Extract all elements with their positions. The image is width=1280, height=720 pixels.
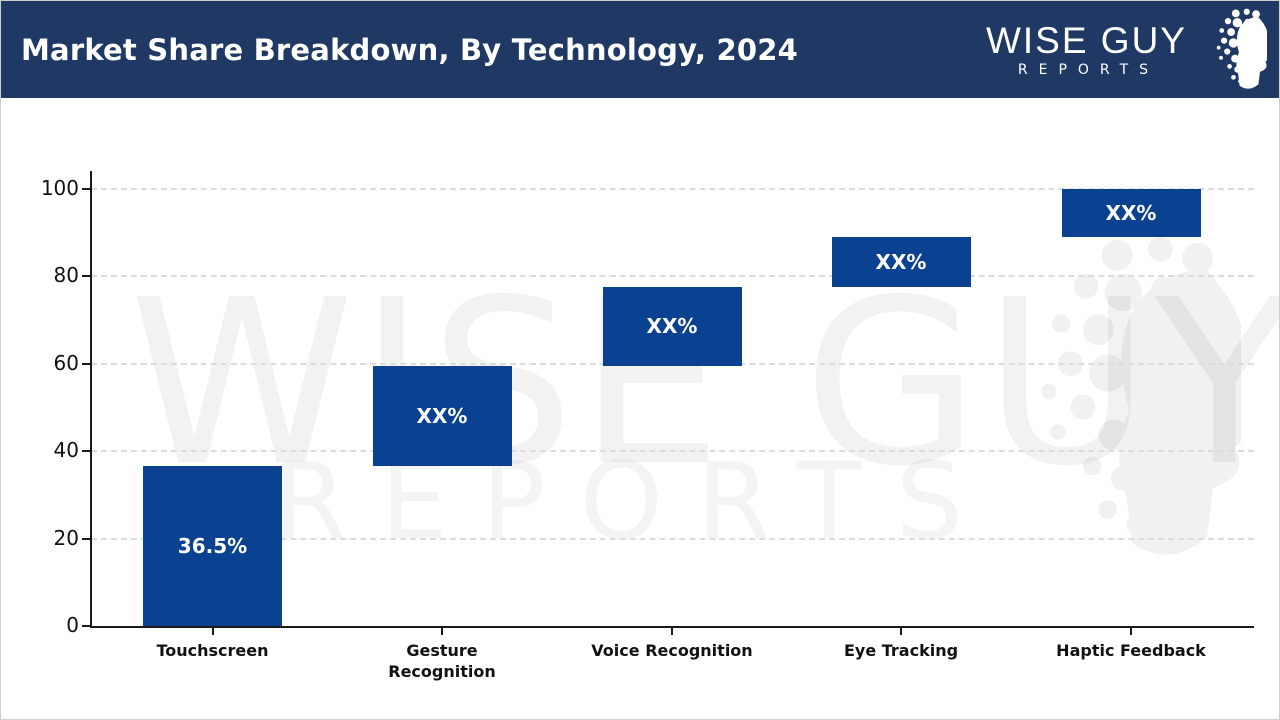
y-tick-label: 0 bbox=[66, 613, 79, 637]
x-tick-mark bbox=[1130, 628, 1132, 635]
category-label-voice-recognition: Voice Recognition bbox=[591, 641, 753, 660]
gridline-100 bbox=[91, 187, 1254, 190]
y-tick-mark bbox=[82, 362, 91, 365]
category-label-gesture-recognition: Gesture Recognition bbox=[388, 641, 496, 681]
bar-touchscreen: 36.5% bbox=[143, 466, 282, 626]
y-tick-label: 100 bbox=[40, 175, 79, 200]
bar-value-label: XX% bbox=[1105, 200, 1157, 225]
y-tick-mark bbox=[82, 275, 91, 277]
logo-wordmark: WISE GUY REPORTS bbox=[986, 22, 1187, 77]
bar-voice-recognition: XX% bbox=[602, 286, 742, 366]
logo-head-icon bbox=[1216, 8, 1267, 89]
y-tick-label: 20 bbox=[53, 525, 79, 550]
y-tick-mark bbox=[82, 187, 91, 190]
logo-wordmark-line1: WISE GUY bbox=[985, 20, 1187, 61]
y-tick-label: 60 bbox=[53, 350, 79, 375]
page-title: Market Share Breakdown, By Technology, 2… bbox=[21, 32, 799, 67]
x-tick-mark bbox=[441, 628, 443, 635]
y-tick-label: 80 bbox=[53, 263, 79, 287]
y-tick-mark bbox=[82, 450, 91, 452]
category-label-haptic-feedback: Haptic Feedback bbox=[1056, 641, 1206, 660]
gridline-20 bbox=[91, 537, 1254, 540]
logo-wordmark-line2: REPORTS bbox=[1017, 62, 1160, 78]
category-label-touchscreen: Touchscreen bbox=[156, 641, 269, 660]
watermark-head-icon bbox=[1041, 236, 1241, 555]
x-tick-mark bbox=[671, 628, 673, 635]
x-tick-mark bbox=[900, 628, 902, 635]
brand-logo: WISE GUY REPORTS bbox=[986, 7, 1267, 93]
bar-eye-tracking: XX% bbox=[831, 236, 971, 287]
x-axis bbox=[90, 626, 1254, 628]
header: Market Share Breakdown, By Technology, 2… bbox=[1, 1, 1279, 98]
y-tick-mark bbox=[82, 625, 91, 627]
x-tick-mark bbox=[211, 628, 214, 635]
bar-value-label: XX% bbox=[416, 404, 468, 428]
bar-haptic-feedback: XX% bbox=[1061, 188, 1201, 237]
gridline-80 bbox=[91, 275, 1254, 277]
bar-value-label: XX% bbox=[646, 314, 698, 339]
y-tick-label: 40 bbox=[53, 438, 79, 462]
bar-gesture-recognition: XX% bbox=[372, 365, 512, 467]
y-tick-mark bbox=[82, 537, 91, 540]
bar-value-label: XX% bbox=[875, 249, 927, 274]
gridline-40 bbox=[91, 450, 1254, 452]
bar-value-label: 36.5% bbox=[177, 534, 248, 559]
y-axis bbox=[90, 171, 92, 628]
category-label-eye-tracking: Eye Tracking bbox=[843, 641, 959, 660]
